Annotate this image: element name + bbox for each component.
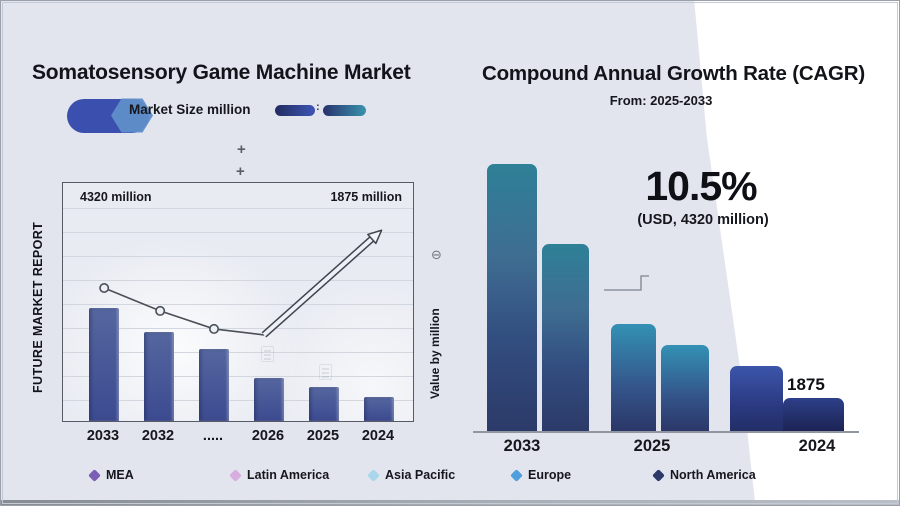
legend-item-latin-america: Latin America <box>229 468 330 482</box>
gridline <box>63 304 413 305</box>
left-bar-2026 <box>254 378 284 421</box>
right-chart-title: Compound Annual Growth Rate (CAGR) <box>481 62 866 85</box>
gridline <box>63 328 413 329</box>
step-connector-line <box>604 275 649 291</box>
left-bar-2032 <box>144 332 174 421</box>
minus-circle-icon: ⊖ <box>431 247 442 262</box>
left-chart-title: Somatosensory Game Machine Market <box>32 61 411 84</box>
watermark-page-icon <box>319 364 332 380</box>
gradient-pill-blue-icon <box>275 105 315 116</box>
right-bar-2025-secondary <box>661 345 709 431</box>
left-x-label: 2024 <box>361 428 395 444</box>
end-value-annotation: 1875 million <box>330 190 402 204</box>
left-bar-chart: 4320 million 1875 million <box>62 182 414 422</box>
value-axis-label: Value by million <box>428 308 442 400</box>
trend-line-arrow <box>99 229 383 338</box>
legend-label: MEA <box>106 468 134 482</box>
legend-label: Latin America <box>247 468 330 482</box>
right-x-label: 2033 <box>503 437 541 455</box>
start-value-annotation: 4320 million <box>80 190 152 204</box>
pill-separator: : <box>316 101 320 113</box>
right-x-axis-line <box>473 431 859 433</box>
left-x-label: 2026 <box>251 428 285 444</box>
right-x-label: 2025 <box>633 437 671 455</box>
gridline <box>63 208 413 209</box>
bottom-border-strip <box>1 500 899 505</box>
cagr-note: (USD, 4320 million) <box>637 212 769 228</box>
cagr-percentage: 10.5% <box>645 163 757 209</box>
left-x-label: ..... <box>202 428 224 444</box>
plus-icon: + <box>236 163 245 180</box>
right-x-label: 2024 <box>798 437 836 455</box>
market-size-icon <box>67 97 155 134</box>
right-bar-2024-secondary <box>783 398 844 431</box>
right-chart-subtitle: From: 2025-2033 <box>609 93 713 108</box>
left-bar-2033 <box>89 308 119 421</box>
gridline <box>63 400 413 401</box>
legend-diamond-icon <box>229 468 242 482</box>
gridline <box>63 256 413 257</box>
left-x-label: 2033 <box>86 428 120 444</box>
gradient-pill-teal-icon <box>323 105 366 116</box>
right-bar-2025-primary <box>611 324 656 431</box>
left-bar-2024 <box>364 397 394 421</box>
market-size-legend-label: Market Size million <box>129 102 251 117</box>
right-bar-2033-primary <box>487 164 537 431</box>
legend-diamond-icon <box>652 468 665 482</box>
gridline <box>63 280 413 281</box>
legend-item-asia-pacific: Asia Pacific <box>367 468 456 482</box>
gridline <box>63 352 413 353</box>
legend-item-north-america: North America <box>652 468 756 482</box>
left-x-label: 2032 <box>141 428 175 444</box>
legend-label: Asia Pacific <box>385 468 456 482</box>
plus-icon: + <box>237 141 246 158</box>
right-bar-2033-secondary <box>542 244 589 431</box>
bar-value-label: 1875 <box>787 375 825 394</box>
market-size-icon-hexagon <box>111 98 153 133</box>
legend-diamond-icon <box>510 468 523 482</box>
legend-diamond-icon <box>88 468 101 482</box>
watermark-page-icon <box>261 346 274 362</box>
legend-label: Europe <box>528 468 572 482</box>
left-bar-2025 <box>309 387 339 421</box>
gridline <box>63 232 413 233</box>
legend-item-mea: MEA <box>88 468 134 482</box>
future-market-report-watermark: FUTURE MARKET REPORT <box>31 221 45 393</box>
right-bar-2024-primary <box>730 366 783 431</box>
legend-diamond-icon <box>367 468 380 482</box>
left-x-label: 2025 <box>306 428 340 444</box>
legend-item-europe: Europe <box>510 468 572 482</box>
legend-label: North America <box>670 468 756 482</box>
left-bar-..... <box>199 349 229 421</box>
gridline <box>63 376 413 377</box>
